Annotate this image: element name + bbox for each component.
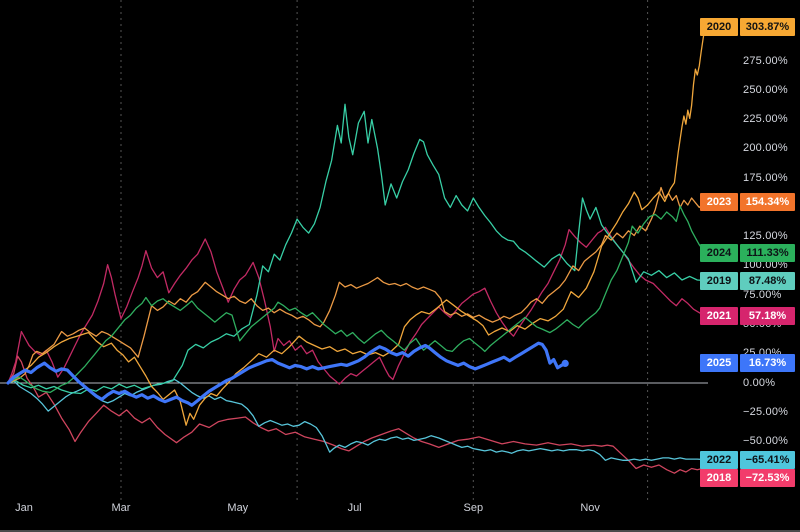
series-line-2022: [7, 378, 706, 461]
y-axis-tick-label: 25.00%: [743, 347, 782, 360]
y-axis-tick-label: −50.00%: [743, 435, 789, 447]
series-line-2023: [7, 186, 706, 384]
y-axis-tick-label: 100.00%: [743, 259, 788, 272]
y-axis-tick-label: 50.00%: [743, 318, 782, 330]
series-line-2025: [6, 341, 567, 407]
series-line-2024: [7, 205, 706, 394]
x-axis-month-label: Nov: [580, 502, 600, 514]
y-axis-tick-label: 125.00%: [743, 230, 788, 243]
price-axis[interactable]: 275.00% 250.00% 225.00% 200.00% 175.00% 150.0…: [708, 0, 800, 494]
y-axis-tick-label: −25.00%: [743, 405, 789, 418]
x-axis-month-label: Sep: [463, 502, 484, 514]
x-axis-month-label: Jan: [15, 502, 33, 514]
y-axis-tick-label: 250.00%: [743, 83, 788, 96]
bottom-border: [0, 530, 800, 532]
y-axis-tick-label: 200.00%: [743, 142, 788, 155]
time-axis[interactable]: Jan Mar May Jul Sep Nov: [0, 494, 800, 532]
y-axis-tick-label: 0.00%: [743, 376, 776, 389]
series-line-2021: [7, 226, 706, 385]
y-axis-tick-label: 150.00%: [743, 200, 788, 213]
series-end-dot-2025: [561, 359, 569, 367]
x-axis-month-label: May: [227, 502, 249, 514]
y-axis-tick-label: 75.00%: [743, 288, 782, 301]
series-line-2020: [7, 26, 706, 426]
y-axis-tick-label: 225.00%: [743, 113, 788, 125]
x-axis-month-label: Mar: [111, 502, 131, 514]
x-axis-month-label: Jul: [347, 502, 362, 514]
y-axis-tick-label: 275.00%: [743, 54, 788, 67]
y-axis-tick-label: 175.00%: [743, 171, 788, 184]
